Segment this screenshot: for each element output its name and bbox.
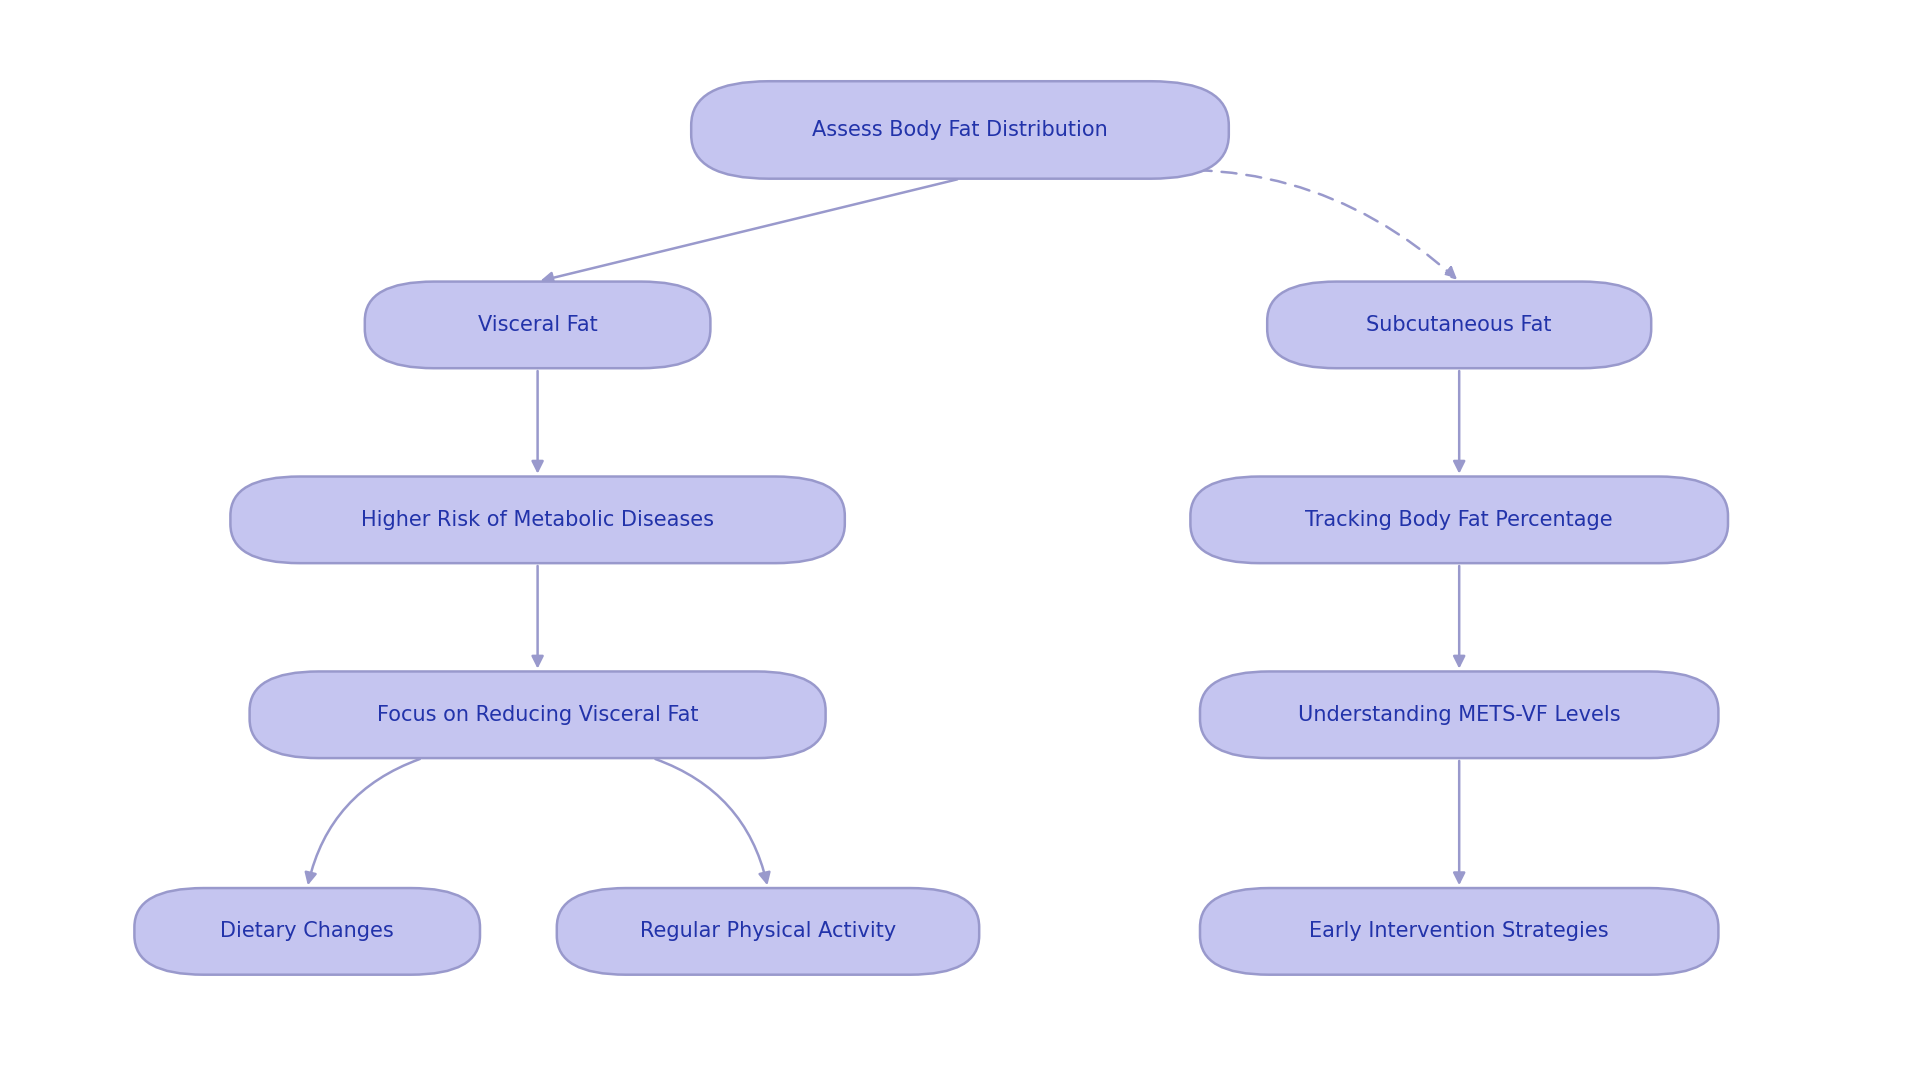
FancyBboxPatch shape [134,888,480,975]
FancyBboxPatch shape [365,282,710,368]
Text: Visceral Fat: Visceral Fat [478,315,597,335]
Text: Tracking Body Fat Percentage: Tracking Body Fat Percentage [1306,510,1613,530]
FancyBboxPatch shape [230,477,845,563]
Text: Assess Body Fat Distribution: Assess Body Fat Distribution [812,120,1108,140]
FancyBboxPatch shape [691,81,1229,179]
FancyBboxPatch shape [557,888,979,975]
Text: Understanding METS-VF Levels: Understanding METS-VF Levels [1298,705,1620,725]
Text: Early Intervention Strategies: Early Intervention Strategies [1309,922,1609,941]
FancyBboxPatch shape [1190,477,1728,563]
Text: Regular Physical Activity: Regular Physical Activity [639,922,897,941]
FancyBboxPatch shape [1200,671,1718,758]
FancyBboxPatch shape [1267,282,1651,368]
Text: Higher Risk of Metabolic Diseases: Higher Risk of Metabolic Diseases [361,510,714,530]
Text: Dietary Changes: Dietary Changes [221,922,394,941]
FancyBboxPatch shape [250,671,826,758]
FancyBboxPatch shape [1200,888,1718,975]
Text: Focus on Reducing Visceral Fat: Focus on Reducing Visceral Fat [376,705,699,725]
Text: Subcutaneous Fat: Subcutaneous Fat [1367,315,1551,335]
